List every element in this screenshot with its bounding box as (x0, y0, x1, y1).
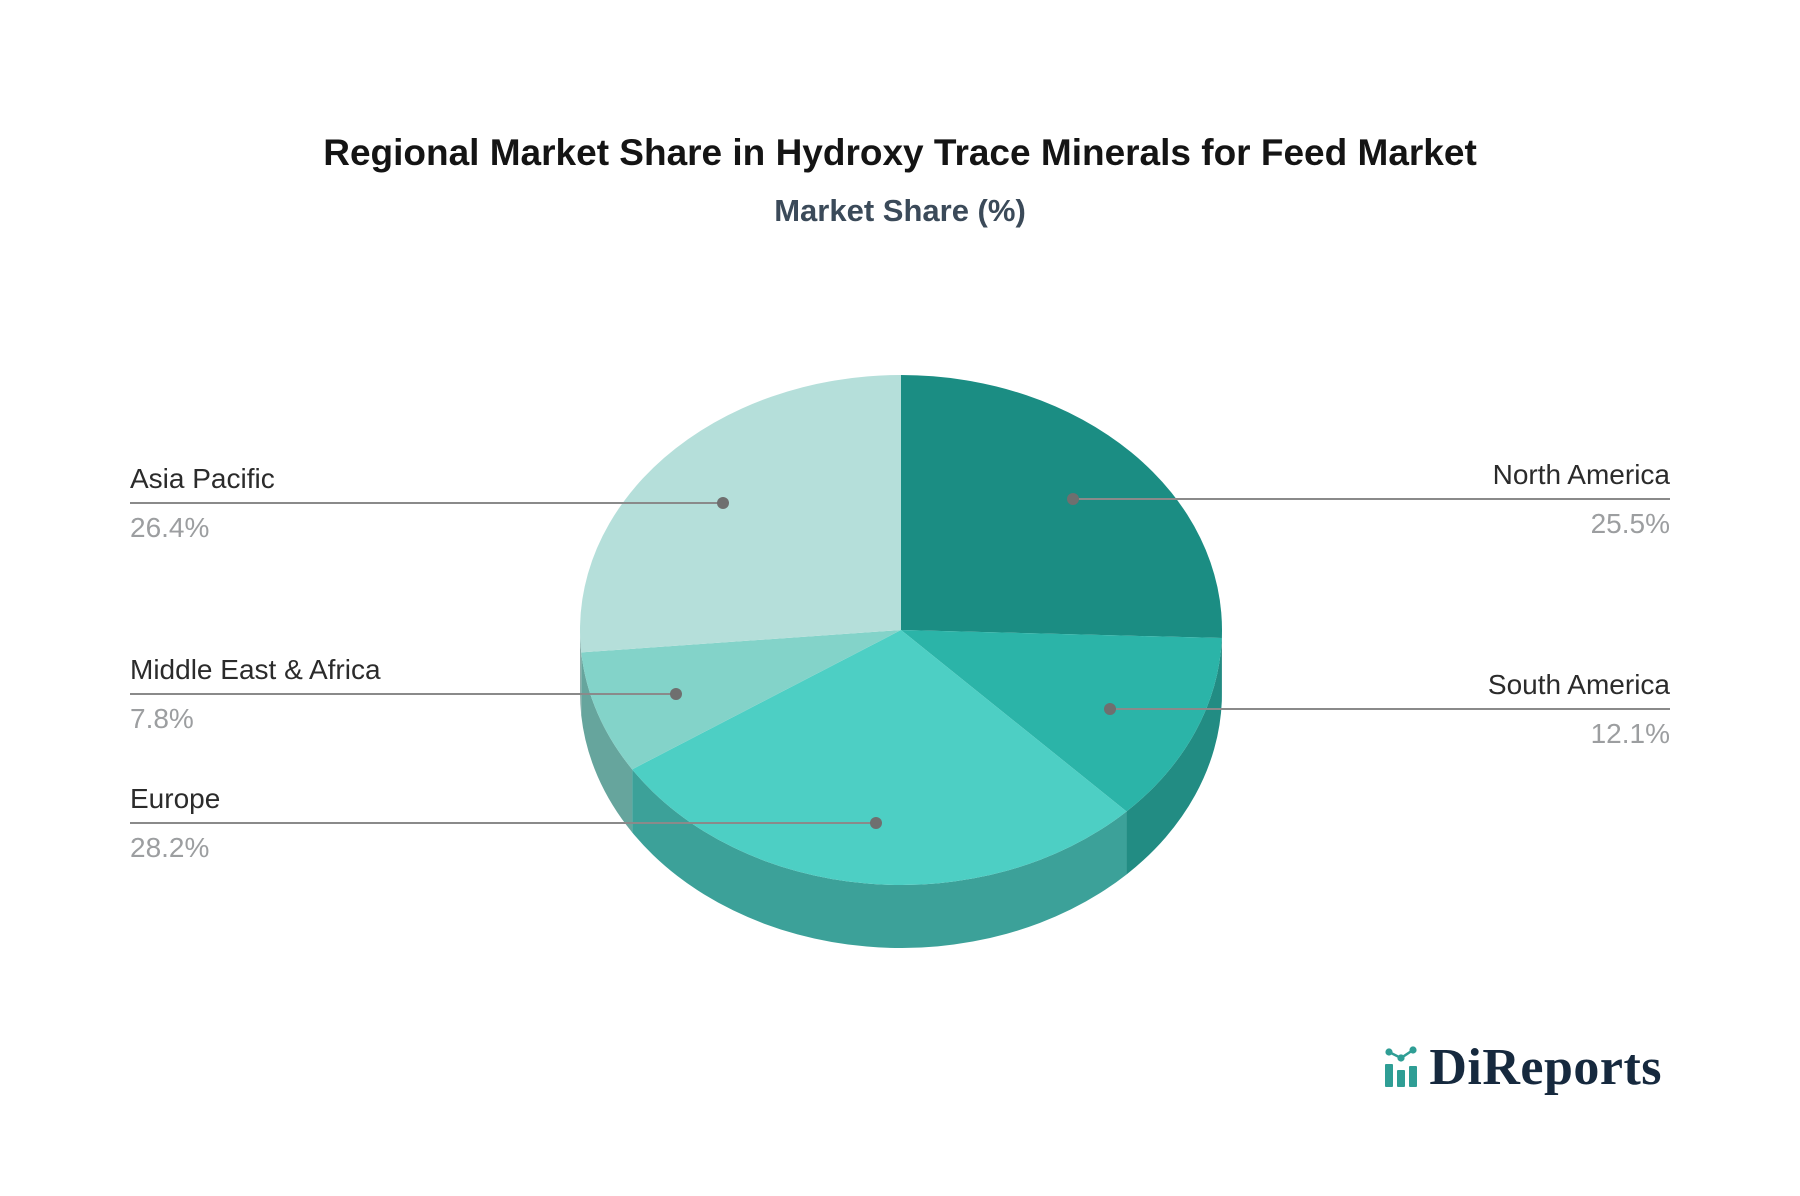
callout-south-america: South America 12.1% (1110, 668, 1670, 751)
chart-title: Regional Market Share in Hydroxy Trace M… (323, 132, 1477, 173)
leader-dot (1104, 703, 1116, 715)
callout-middle-east-africa: Middle East & Africa 7.8% (130, 653, 690, 736)
slice-value: 28.2% (130, 832, 210, 863)
callout-north-america: North America 25.5% (1110, 458, 1670, 541)
pie-slice-asia-pacific[interactable] (579, 375, 901, 653)
slice-value: 7.8% (130, 703, 194, 734)
callout-europe: Europe 28.2% (130, 782, 690, 865)
callout-asia-pacific: Asia Pacific 26.4% (130, 462, 690, 545)
leader-dot (717, 497, 729, 509)
pie-slice-rim (1126, 638, 1222, 875)
leader-dot (1067, 493, 1079, 505)
leader-dot (670, 688, 682, 700)
slice-label: North America (1492, 459, 1670, 490)
slice-label: Middle East & Africa (130, 654, 381, 685)
slice-label: South America (1487, 669, 1670, 700)
slice-value: 25.5% (1590, 508, 1670, 539)
chart-subtitle: Market Share (%) (774, 193, 1026, 228)
pie-slice-rim (581, 652, 633, 833)
slice-label: Asia Pacific (130, 463, 275, 494)
pie-slice-rim (632, 769, 1127, 949)
logo-text: DiReports (1429, 1039, 1662, 1096)
leader-dot (870, 817, 882, 829)
pie-slice-europe[interactable] (632, 630, 1127, 886)
logo: DiReports (1377, 1022, 1662, 1094)
slice-value: 26.4% (130, 512, 210, 543)
pie-slice-middle-east-africa[interactable] (581, 630, 901, 770)
slice-value: 12.1% (1590, 718, 1670, 749)
slice-label: Europe (130, 783, 221, 814)
pie-slice-north-america[interactable] (901, 375, 1222, 639)
mini-bar-line-chart-icon (1385, 1046, 1418, 1087)
pie-slice-south-america[interactable] (901, 630, 1222, 812)
